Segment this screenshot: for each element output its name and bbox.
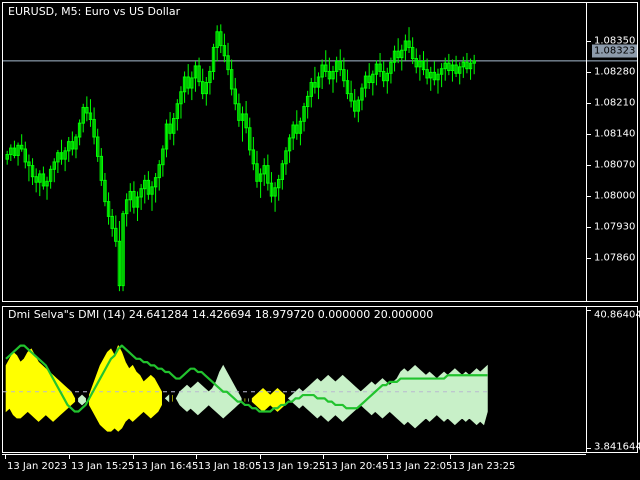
time-tick: [196, 454, 197, 459]
dmi-series: [3, 344, 488, 432]
time-axis-label: 13 Jan 2023: [7, 461, 67, 472]
indicator-panel[interactable]: Dmi Selva"s DMI (14) 24.641284 14.426694…: [2, 306, 638, 453]
time-tick: [387, 454, 388, 459]
price-scale-label: 1.08070: [594, 159, 636, 171]
time-axis-label: 13 Jan 23:25: [452, 461, 516, 472]
time-tick: [133, 454, 134, 459]
time-tick: [5, 454, 6, 459]
indicator-canvas[interactable]: [3, 307, 637, 452]
price-scale-axis[interactable]: 1.08350 1.08280 1.08210 1.08140 1.08070 1.080…: [586, 2, 640, 302]
indicator-max-label: 40.864047: [594, 309, 640, 321]
time-tick: [450, 454, 451, 459]
price-scale-label: 1.07930: [594, 221, 636, 233]
time-tick: [260, 454, 261, 459]
current-price-label: 1.08323: [592, 44, 638, 58]
time-axis-label: 13 Jan 16:45: [135, 461, 199, 472]
price-tick: [586, 196, 591, 197]
price-scale-label: 1.08000: [594, 190, 636, 202]
price-tick: [586, 103, 591, 104]
candlestick-series: [3, 24, 637, 292]
indicator-title: Dmi Selva"s DMI (14) 24.641284 14.426694…: [8, 308, 434, 321]
time-axis-label: 13 Jan 15:25: [71, 461, 135, 472]
time-axis[interactable]: 13 Jan 2023 13 Jan 15:25 13 Jan 16:45 13 Ja…: [2, 454, 638, 480]
price-tick: [586, 41, 591, 42]
price-scale-label: 1.08210: [594, 97, 636, 109]
price-scale-line: [586, 2, 587, 302]
price-scale-label: 1.07860: [594, 252, 636, 264]
indicator-tick-bottom: [586, 448, 591, 449]
time-axis-label: 13 Jan 19:25: [262, 461, 326, 472]
indicator-scale-axis[interactable]: 40.864047 3.841644: [586, 306, 640, 453]
time-axis-label: 13 Jan 22:05: [389, 461, 453, 472]
price-tick: [586, 165, 591, 166]
time-axis-label: 13 Jan 18:05: [198, 461, 262, 472]
time-tick: [69, 454, 70, 459]
chart-title: EURUSD, M5: Euro vs US Dollar: [8, 5, 181, 18]
price-chart-panel[interactable]: EURUSD, M5: Euro vs US Dollar: [2, 2, 638, 302]
price-tick: [586, 72, 591, 73]
price-scale-label: 1.08280: [594, 66, 636, 78]
price-tick: [586, 134, 591, 135]
time-axis-line: [2, 454, 586, 455]
indicator-tick-top: [586, 310, 591, 311]
indicator-min-label: 3.841644: [594, 441, 640, 453]
time-tick: [323, 454, 324, 459]
price-tick: [586, 258, 591, 259]
price-chart-canvas[interactable]: [3, 3, 637, 301]
time-axis-label: 13 Jan 20:45: [325, 461, 389, 472]
indicator-scale-line: [586, 306, 587, 453]
price-scale-label: 1.08350: [594, 35, 636, 47]
price-scale-label: 1.08140: [594, 128, 636, 140]
price-tick: [586, 227, 591, 228]
